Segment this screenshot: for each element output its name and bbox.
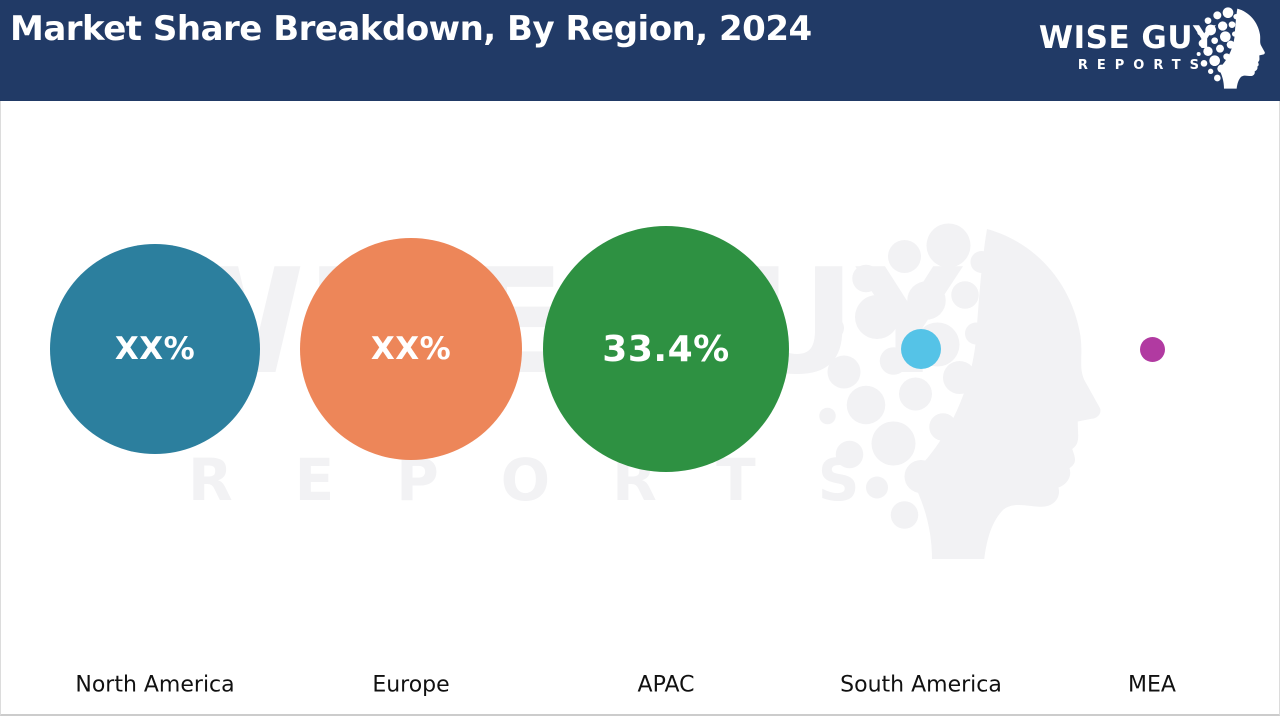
bubble-south-america <box>901 329 941 369</box>
category-label-south-america: South America <box>840 672 1002 698</box>
watermark-reports-text: REPORTS <box>188 446 922 514</box>
logo-wiseguy-text: WISE GUY <box>1038 20 1216 56</box>
category-label-mea: MEA <box>1128 672 1176 698</box>
logo-reports-text: REPORTS <box>1077 58 1208 73</box>
bubble-value-apac: 33.4% <box>602 328 730 370</box>
header-bar: Market Share Breakdown, By Region, 2024 … <box>0 0 1280 101</box>
bubble-value-europe: XX% <box>370 331 452 367</box>
bubble-apac: 33.4% <box>543 226 789 472</box>
bubble-north-america: XX% <box>50 244 260 454</box>
bubble-europe: XX% <box>300 238 522 460</box>
wiseguy-head-icon <box>1196 7 1265 89</box>
bubble-value-north-america: XX% <box>114 331 196 367</box>
category-label-north-america: North America <box>75 672 235 698</box>
page-title: Market Share Breakdown, By Region, 2024 <box>10 9 812 49</box>
bubble-mea <box>1139 336 1165 362</box>
category-label-apac: APAC <box>637 672 695 698</box>
wiseguy-logo: WISE GUY REPORTS <box>1024 0 1274 101</box>
category-label-europe: Europe <box>372 672 450 698</box>
